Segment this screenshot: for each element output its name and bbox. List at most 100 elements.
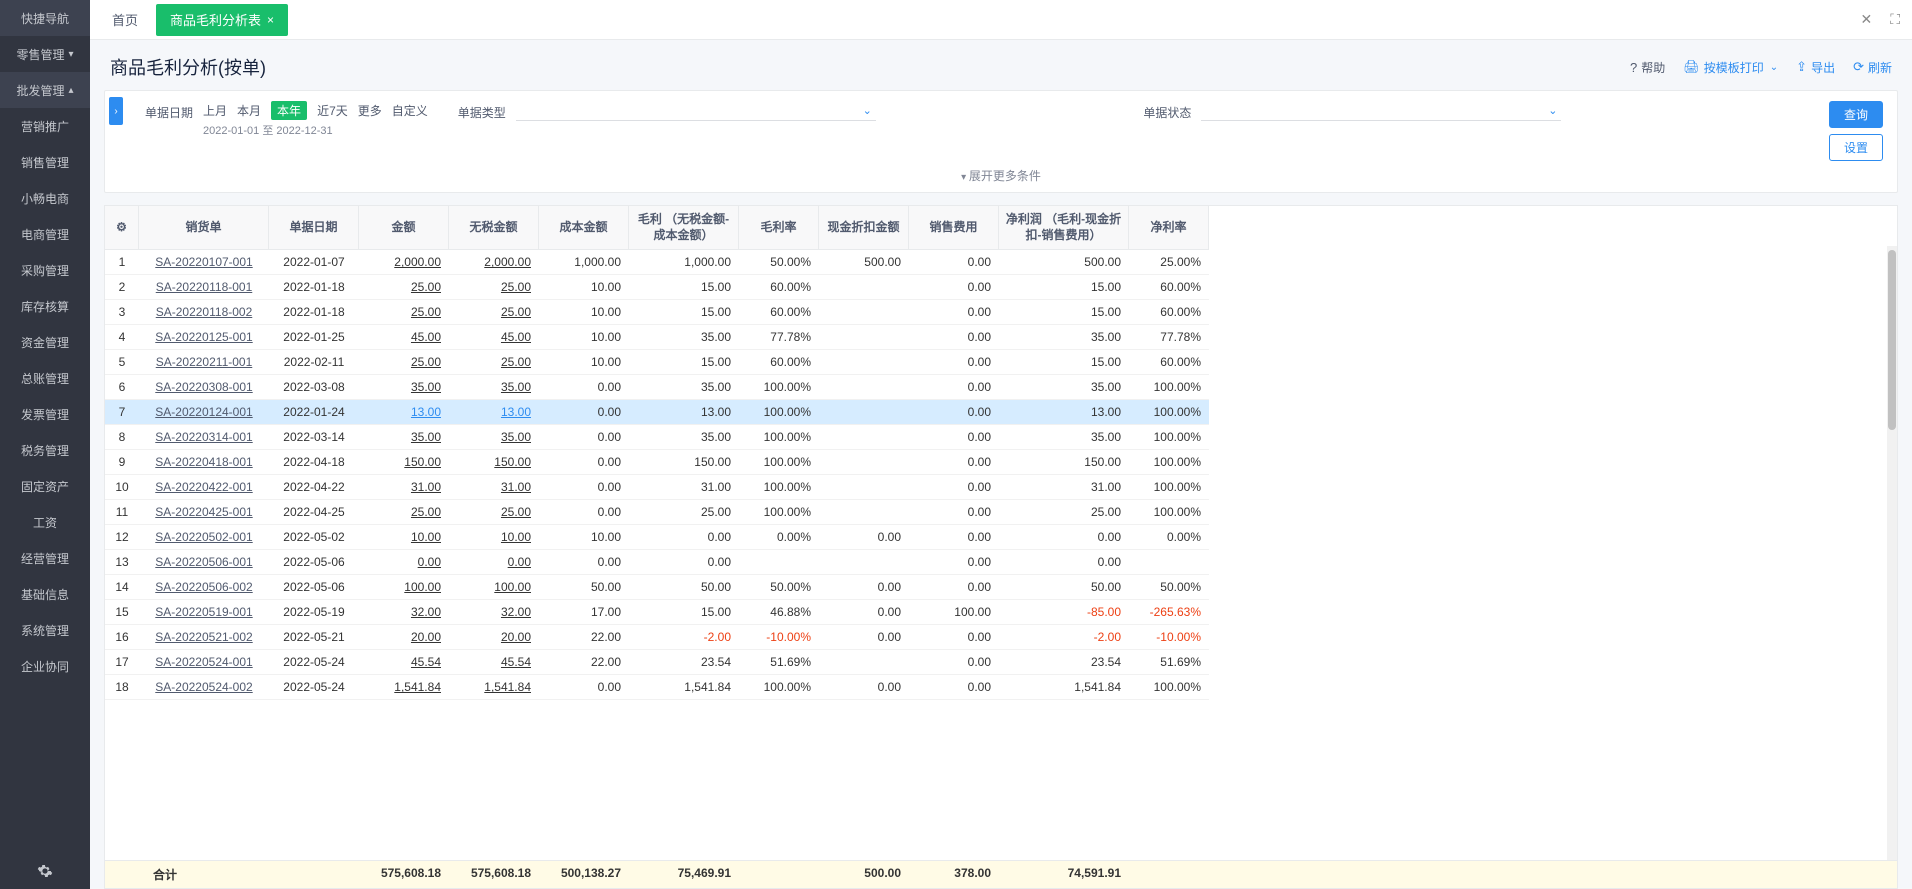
query-button[interactable]: 查询 bbox=[1829, 101, 1883, 128]
cell-notax[interactable]: 35.00 bbox=[449, 425, 539, 450]
table-row[interactable]: 1SA-20220107-0012022-01-072,000.002,000.… bbox=[105, 250, 1897, 275]
cell-notax[interactable]: 10.00 bbox=[449, 525, 539, 550]
sidebar-item[interactable]: 资金管理 bbox=[0, 324, 90, 360]
sidebar-item[interactable]: 小畅电商 bbox=[0, 180, 90, 216]
date-option[interactable]: 上月 bbox=[203, 102, 227, 119]
sidebar-sub-item[interactable]: 销售管理 bbox=[0, 144, 90, 180]
sidebar-item[interactable]: 企业协同 bbox=[0, 648, 90, 684]
cell-amount[interactable]: 100.00 bbox=[359, 575, 449, 600]
table-row[interactable]: 14SA-20220506-0022022-05-06100.00100.005… bbox=[105, 575, 1897, 600]
order-no-link[interactable]: SA-20220107-001 bbox=[139, 250, 269, 275]
table-row[interactable]: 11SA-20220425-0012022-04-2525.0025.000.0… bbox=[105, 500, 1897, 525]
cell-notax[interactable]: 25.00 bbox=[449, 500, 539, 525]
export-button[interactable]: ⇪导出 bbox=[1796, 59, 1835, 76]
cell-notax[interactable]: 13.00 bbox=[449, 400, 539, 425]
help-button[interactable]: ?帮助 bbox=[1630, 59, 1665, 76]
sidebar-item[interactable]: 采购管理 bbox=[0, 252, 90, 288]
order-no-link[interactable]: SA-20220425-001 bbox=[139, 500, 269, 525]
order-no-link[interactable]: SA-20220521-002 bbox=[139, 625, 269, 650]
sidebar-item[interactable]: 批发管理▴ bbox=[0, 72, 90, 108]
cell-amount[interactable]: 0.00 bbox=[359, 550, 449, 575]
scrollbar[interactable] bbox=[1887, 246, 1897, 860]
table-row[interactable]: 17SA-20220524-0012022-05-2445.5445.5422.… bbox=[105, 650, 1897, 675]
cell-notax[interactable]: 100.00 bbox=[449, 575, 539, 600]
cell-notax[interactable]: 20.00 bbox=[449, 625, 539, 650]
cell-notax[interactable]: 150.00 bbox=[449, 450, 539, 475]
table-row[interactable]: 18SA-20220524-0022022-05-241,541.841,541… bbox=[105, 675, 1897, 700]
sidebar-item[interactable]: 工资 bbox=[0, 504, 90, 540]
table-row[interactable]: 5SA-20220211-0012022-02-1125.0025.0010.0… bbox=[105, 350, 1897, 375]
order-no-link[interactable]: SA-20220118-001 bbox=[139, 275, 269, 300]
scrollbar-thumb[interactable] bbox=[1888, 250, 1896, 430]
type-select[interactable]: ⌄ bbox=[516, 101, 876, 121]
order-no-link[interactable]: SA-20220519-001 bbox=[139, 600, 269, 625]
cell-amount[interactable]: 25.00 bbox=[359, 275, 449, 300]
order-no-link[interactable]: SA-20220506-001 bbox=[139, 550, 269, 575]
table-row[interactable]: 15SA-20220519-0012022-05-1932.0032.0017.… bbox=[105, 600, 1897, 625]
order-no-link[interactable]: SA-20220125-001 bbox=[139, 325, 269, 350]
settings-button[interactable]: 设置 bbox=[1829, 134, 1883, 161]
sidebar-item[interactable]: 库存核算 bbox=[0, 288, 90, 324]
sidebar-item[interactable]: 快捷导航 bbox=[0, 0, 90, 36]
table-row[interactable]: 13SA-20220506-0012022-05-060.000.000.000… bbox=[105, 550, 1897, 575]
gear-icon[interactable]: ⚙ bbox=[105, 206, 139, 250]
order-no-link[interactable]: SA-20220422-001 bbox=[139, 475, 269, 500]
sidebar-item[interactable]: 发票管理 bbox=[0, 396, 90, 432]
cell-notax[interactable]: 35.00 bbox=[449, 375, 539, 400]
sidebar-settings-button[interactable] bbox=[0, 853, 90, 889]
sidebar-item[interactable]: 总账管理 bbox=[0, 360, 90, 396]
order-no-link[interactable]: SA-20220524-001 bbox=[139, 650, 269, 675]
status-select[interactable]: ⌄ bbox=[1201, 101, 1561, 121]
table-row[interactable]: 8SA-20220314-0012022-03-1435.0035.000.00… bbox=[105, 425, 1897, 450]
expand-more-button[interactable]: 展开更多条件 bbox=[119, 161, 1883, 192]
cell-notax[interactable]: 1,541.84 bbox=[449, 675, 539, 700]
table-row[interactable]: 7SA-20220124-0012022-01-2413.0013.000.00… bbox=[105, 400, 1897, 425]
order-no-link[interactable]: SA-20220211-001 bbox=[139, 350, 269, 375]
cell-amount[interactable]: 25.00 bbox=[359, 350, 449, 375]
order-no-link[interactable]: SA-20220314-001 bbox=[139, 425, 269, 450]
sidebar-item[interactable]: 税务管理 bbox=[0, 432, 90, 468]
cell-amount[interactable]: 20.00 bbox=[359, 625, 449, 650]
cell-notax[interactable]: 45.54 bbox=[449, 650, 539, 675]
cell-amount[interactable]: 25.00 bbox=[359, 500, 449, 525]
collapse-handle[interactable]: › bbox=[109, 97, 123, 125]
order-no-link[interactable]: SA-20220506-002 bbox=[139, 575, 269, 600]
sidebar-sub-item[interactable]: 营销推广 bbox=[0, 108, 90, 144]
fullscreen-icon[interactable]: ⛶ bbox=[1886, 7, 1904, 32]
date-option[interactable]: 更多 bbox=[358, 102, 382, 119]
cell-notax[interactable]: 31.00 bbox=[449, 475, 539, 500]
cell-amount[interactable]: 45.54 bbox=[359, 650, 449, 675]
cell-amount[interactable]: 150.00 bbox=[359, 450, 449, 475]
cell-amount[interactable]: 13.00 bbox=[359, 400, 449, 425]
cell-notax[interactable]: 0.00 bbox=[449, 550, 539, 575]
table-row[interactable]: 12SA-20220502-0012022-05-0210.0010.0010.… bbox=[105, 525, 1897, 550]
cell-notax[interactable]: 2,000.00 bbox=[449, 250, 539, 275]
order-no-link[interactable]: SA-20220502-001 bbox=[139, 525, 269, 550]
sidebar-item[interactable]: 系统管理 bbox=[0, 612, 90, 648]
cell-amount[interactable]: 10.00 bbox=[359, 525, 449, 550]
cell-notax[interactable]: 45.00 bbox=[449, 325, 539, 350]
table-row[interactable]: 9SA-20220418-0012022-04-18150.00150.000.… bbox=[105, 450, 1897, 475]
sidebar-item[interactable]: 零售管理▾ bbox=[0, 36, 90, 72]
cell-amount[interactable]: 45.00 bbox=[359, 325, 449, 350]
cell-amount[interactable]: 1,541.84 bbox=[359, 675, 449, 700]
cell-amount[interactable]: 35.00 bbox=[359, 375, 449, 400]
order-no-link[interactable]: SA-20220118-002 bbox=[139, 300, 269, 325]
tab[interactable]: 商品毛利分析表× bbox=[156, 4, 288, 36]
order-no-link[interactable]: SA-20220308-001 bbox=[139, 375, 269, 400]
print-button[interactable]: 🖨按模板打印⌄ bbox=[1683, 59, 1778, 76]
tab-close-icon[interactable]: × bbox=[267, 13, 274, 27]
cell-notax[interactable]: 25.00 bbox=[449, 300, 539, 325]
order-no-link[interactable]: SA-20220124-001 bbox=[139, 400, 269, 425]
cell-notax[interactable]: 25.00 bbox=[449, 275, 539, 300]
sidebar-item[interactable]: 固定资产 bbox=[0, 468, 90, 504]
table-row[interactable]: 10SA-20220422-0012022-04-2231.0031.000.0… bbox=[105, 475, 1897, 500]
cell-amount[interactable]: 2,000.00 bbox=[359, 250, 449, 275]
order-no-link[interactable]: SA-20220418-001 bbox=[139, 450, 269, 475]
date-option[interactable]: 本月 bbox=[237, 102, 261, 119]
table-row[interactable]: 3SA-20220118-0022022-01-1825.0025.0010.0… bbox=[105, 300, 1897, 325]
cell-amount[interactable]: 31.00 bbox=[359, 475, 449, 500]
sidebar-item[interactable]: 经营管理 bbox=[0, 540, 90, 576]
cell-notax[interactable]: 25.00 bbox=[449, 350, 539, 375]
date-option[interactable]: 自定义 bbox=[392, 102, 428, 119]
